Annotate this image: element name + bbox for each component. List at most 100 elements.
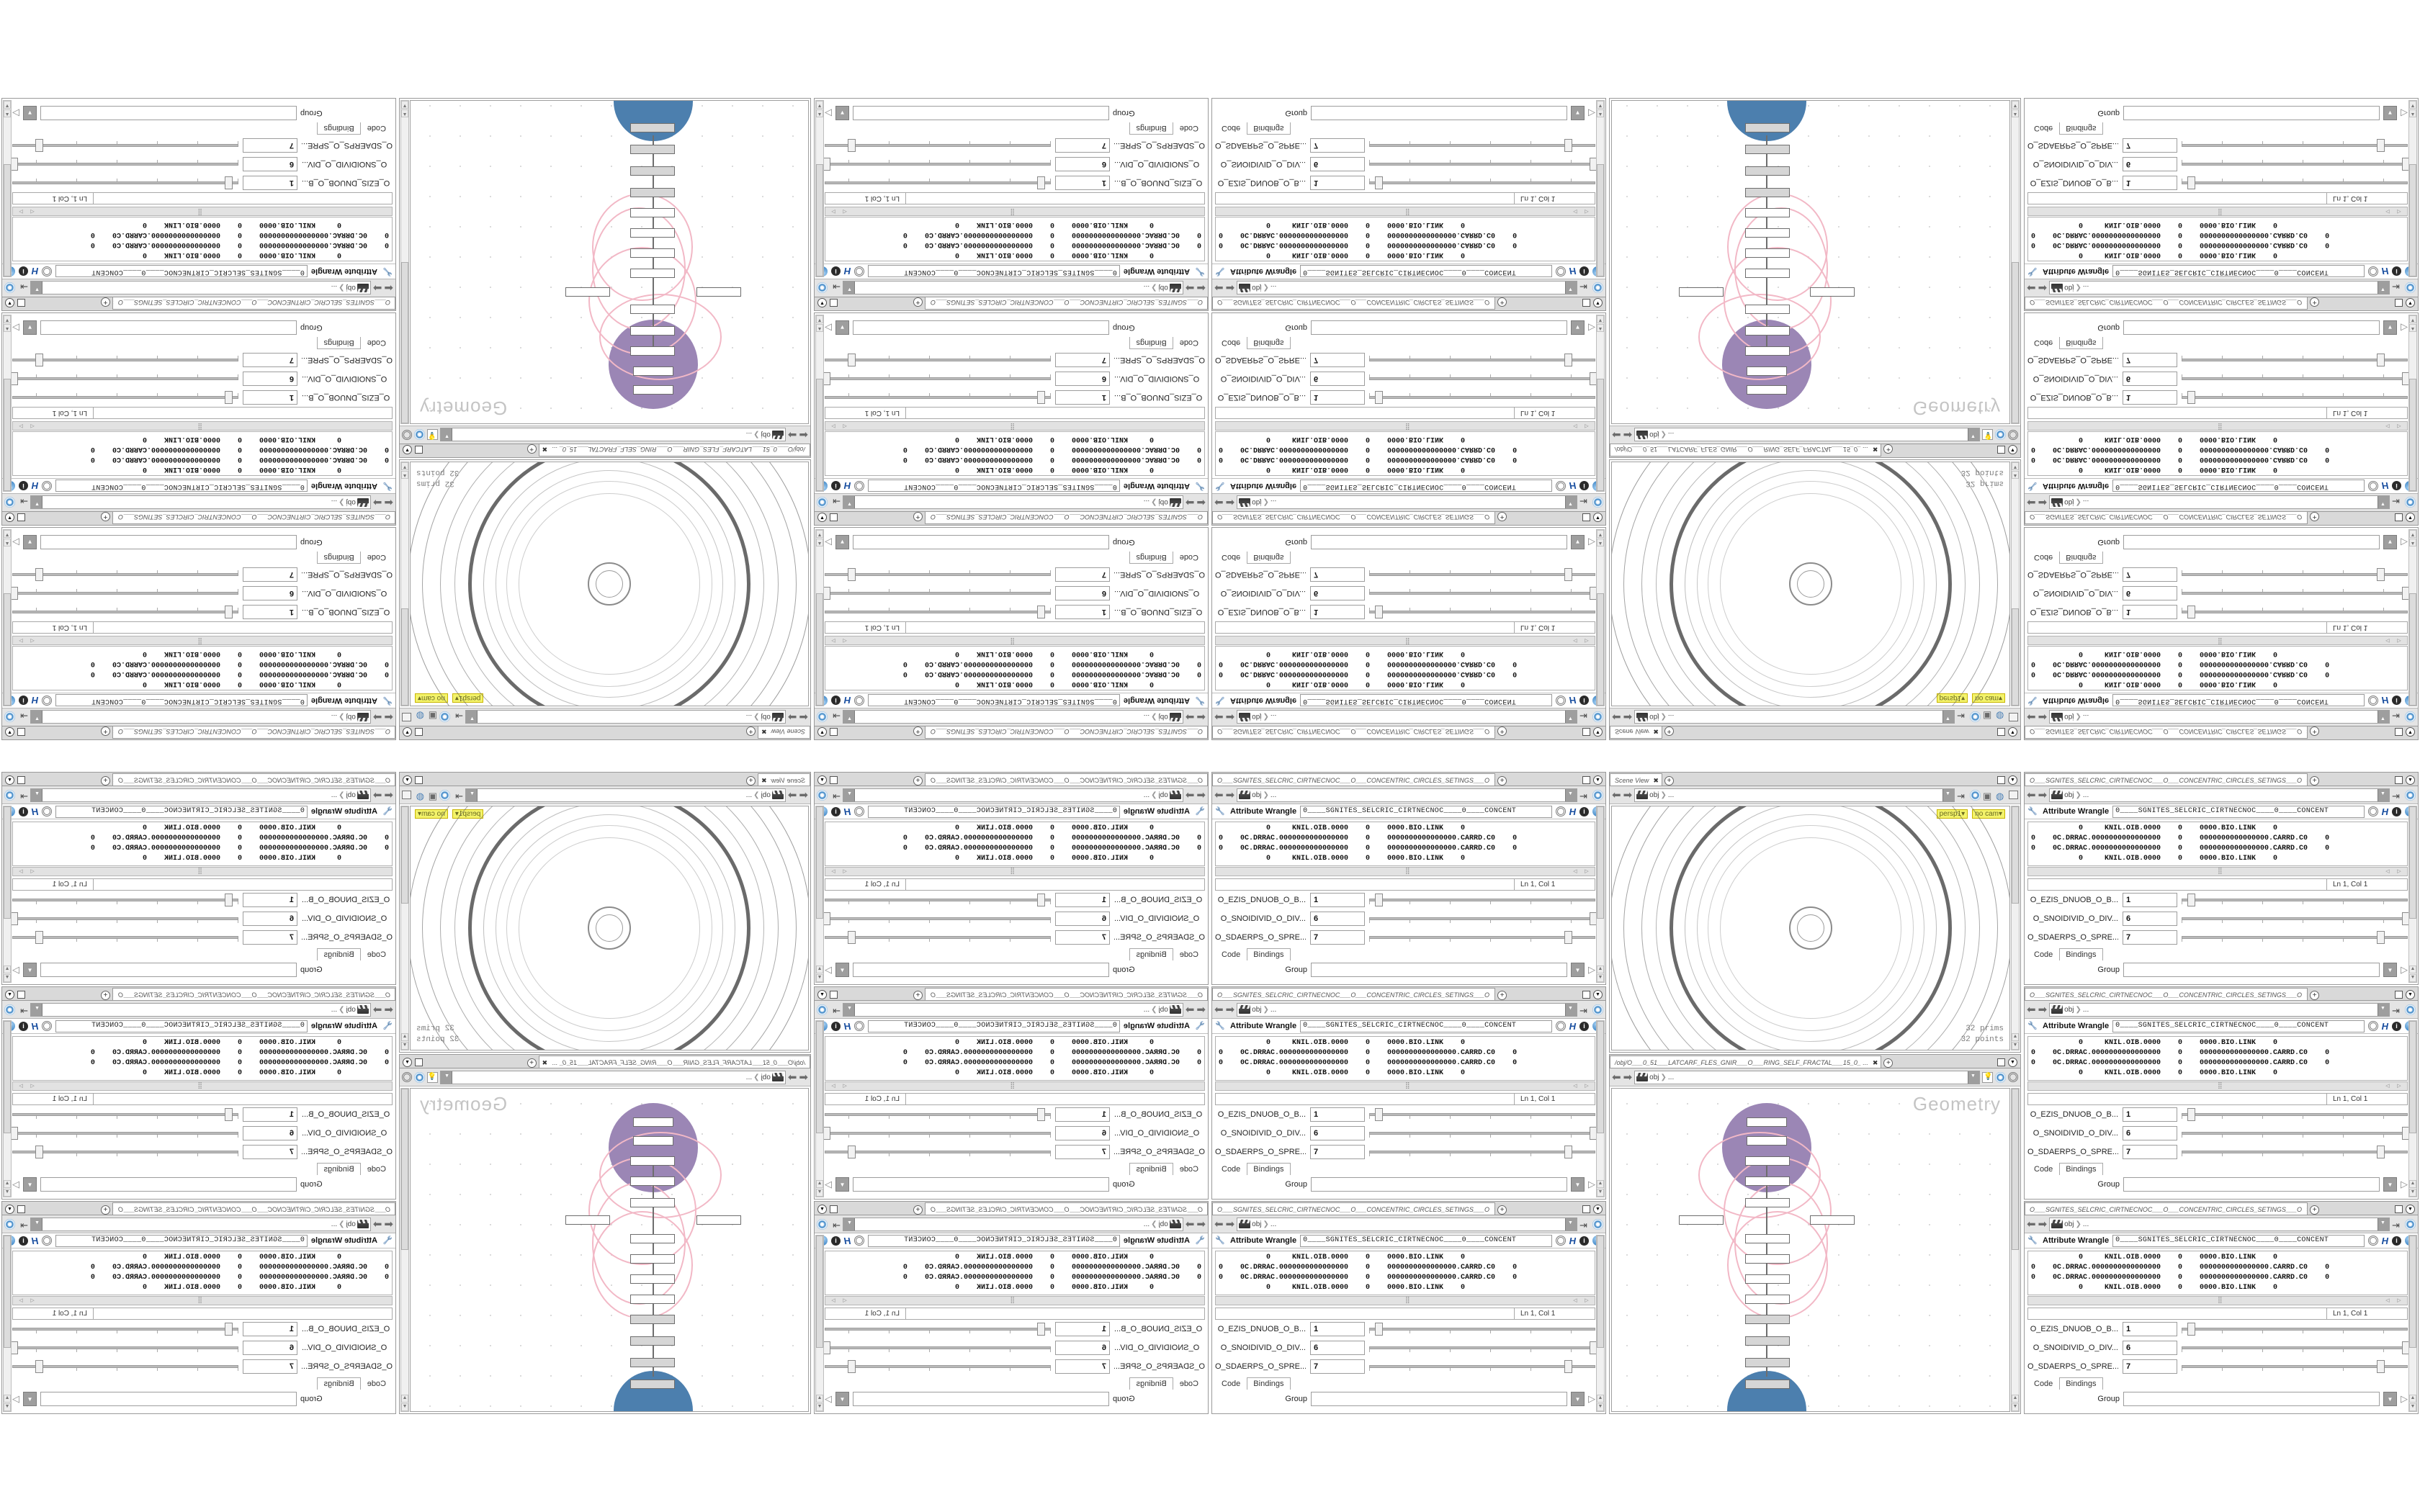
group-picker-icon[interactable]: ▷	[1588, 323, 1595, 334]
code-hscrollbar[interactable]: ◁ ▷	[2027, 1081, 2408, 1091]
parameter-panel-tab[interactable]: O___SGNITES_SELCRIC_CIRTNECNOC___O___CON…	[112, 1202, 395, 1215]
network-node[interactable]	[630, 1234, 675, 1243]
scrollbar-thumb[interactable]	[2012, 262, 2019, 423]
maximize-pane-icon[interactable]	[1582, 513, 1590, 521]
close-icon[interactable]: ✖	[2306, 1206, 2307, 1214]
parameter-slider[interactable]	[2182, 930, 2408, 945]
path-input[interactable]: obj ❯ ...	[2049, 788, 2390, 802]
add-tab-icon[interactable]: +	[2310, 726, 2320, 736]
path-input[interactable]: obj ❯ ...	[30, 710, 371, 724]
slider-knob[interactable]	[1037, 1108, 1046, 1121]
chevron-down-icon[interactable]	[31, 711, 42, 724]
slider-knob[interactable]	[35, 931, 43, 944]
info-icon[interactable]: i	[19, 481, 28, 491]
code-hscrollbar[interactable]: ◁ ▷	[1215, 1296, 1595, 1305]
panel-vscrollbar[interactable]: ▲ ▼	[1596, 806, 1605, 983]
parameter-value-input[interactable]: 7	[1055, 567, 1110, 582]
parameter-value-input[interactable]: 1	[243, 176, 297, 190]
parameter-value-input[interactable]: 1	[1055, 605, 1110, 619]
viewport[interactable]: persp1▾ no cam▾ 32 prims 32 points	[410, 462, 809, 706]
slider-knob[interactable]	[35, 1360, 43, 1373]
close-icon[interactable]: ✖	[761, 776, 767, 784]
add-tab-icon[interactable]: +	[913, 991, 923, 1000]
gear-icon[interactable]	[1555, 266, 1566, 276]
maximize-pane-icon[interactable]	[1997, 728, 2005, 736]
node-name-input[interactable]: 0____SGNITES_SELCRIC_CIRTNECNOC____0____…	[868, 480, 1120, 492]
scrollbar-thumb[interactable]	[4, 1021, 11, 1134]
network-node[interactable]	[1745, 269, 1790, 278]
path-input[interactable]: obj ❯ ...	[1634, 710, 1955, 724]
houdini-help-icon[interactable]: H	[844, 266, 851, 277]
pin-icon[interactable]	[1579, 1004, 1590, 1015]
sync-icon[interactable]	[2405, 282, 2416, 294]
slider-knob[interactable]	[1374, 176, 1383, 189]
pane-menu-icon[interactable]: ▼	[2008, 445, 2017, 454]
scroll-up-icon[interactable]: ▲	[816, 539, 823, 546]
panel-vscrollbar[interactable]: ▲ ▼	[2011, 806, 2020, 1050]
scrollbar-thumb[interactable]	[2409, 163, 2416, 276]
parameter-slider[interactable]	[2182, 176, 2408, 190]
network-node[interactable]	[630, 346, 675, 356]
parameter-panel-tab[interactable]: O___SGNITES_SELCRIC_CIRTNECNOC___O___CON…	[112, 512, 395, 524]
back-arrow-icon[interactable]: ⬅	[1196, 496, 1206, 509]
path-input[interactable]: obj ❯ ...	[2049, 710, 2390, 724]
group-input[interactable]	[853, 535, 1109, 550]
node-name-input[interactable]: 0____SGNITES_SELCRIC_CIRTNECNOC____0____…	[55, 265, 308, 278]
close-icon[interactable]: ✖	[2306, 299, 2308, 307]
pane-menu-icon[interactable]: ▼	[2406, 1205, 2415, 1214]
network-node[interactable]	[633, 366, 673, 376]
maximize-pane-icon[interactable]	[415, 776, 423, 784]
code-hscrollbar[interactable]: ◁ ▷	[1215, 867, 1595, 876]
back-arrow-icon[interactable]: ⬅	[1196, 282, 1206, 294]
chevron-down-icon[interactable]	[31, 496, 42, 509]
chevron-down-icon[interactable]	[2378, 282, 2389, 294]
scroll-left-icon[interactable]: ◁	[1573, 1298, 1577, 1303]
close-icon[interactable]: ✖	[2306, 777, 2307, 785]
parameter-slider[interactable]	[1369, 138, 1595, 153]
info-icon[interactable]: i	[19, 1021, 28, 1031]
parameter-slider[interactable]	[823, 1126, 1051, 1140]
forward-arrow-icon[interactable]: ➡	[1185, 788, 1195, 801]
code-tab-bindings[interactable]: Bindings	[2059, 1377, 2103, 1390]
parameter-slider[interactable]	[2182, 1341, 2410, 1355]
panel-vscrollbar[interactable]: ▲ ▼	[400, 462, 409, 706]
maximize-pane-icon[interactable]	[830, 991, 838, 999]
path-input[interactable]: obj ❯ ...	[1237, 1002, 1577, 1017]
back-arrow-icon[interactable]: ⬅	[1214, 282, 1224, 294]
parameter-value-input[interactable]: 7	[1310, 567, 1365, 582]
scene-view-tab[interactable]: Scene View ✖	[758, 773, 810, 786]
background-icon[interactable]	[402, 713, 411, 721]
houdini-help-icon[interactable]: H	[2381, 695, 2388, 706]
display-cube-icon[interactable]	[1983, 712, 1994, 722]
parameter-value-input[interactable]: 1	[1310, 176, 1365, 190]
group-input[interactable]	[853, 1391, 1109, 1406]
forward-arrow-icon[interactable]: ➡	[1623, 428, 1633, 441]
code-tab-code[interactable]: Code	[1222, 1165, 1241, 1174]
close-icon[interactable]: ✖	[925, 513, 926, 521]
group-input[interactable]	[2123, 535, 2380, 550]
scroll-right-icon[interactable]: ▷	[2397, 1298, 2401, 1303]
chevron-down-icon[interactable]: ▼	[835, 535, 849, 550]
scroll-left-icon[interactable]: ◁	[2385, 1084, 2390, 1089]
pane-menu-icon[interactable]: ▼	[2406, 990, 2415, 999]
scroll-right-icon[interactable]: ▷	[831, 869, 835, 874]
shading-sphere-icon[interactable]	[1996, 790, 2007, 800]
parameter-slider[interactable]	[2182, 372, 2410, 386]
code-tab-bindings[interactable]: Bindings	[2059, 1163, 2103, 1175]
network-node[interactable]	[1745, 1295, 1790, 1304]
houdini-help-icon[interactable]: H	[32, 480, 39, 492]
scrollbar-thumb[interactable]	[4, 593, 11, 706]
chevron-down-icon[interactable]: ▼	[23, 962, 37, 977]
back-arrow-icon[interactable]: ⬅	[2027, 711, 2036, 724]
slider-knob[interactable]	[35, 1146, 43, 1158]
scrollbar-thumb[interactable]	[816, 1236, 823, 1349]
path-input[interactable]: obj ❯ ...	[843, 281, 1183, 295]
gear-icon[interactable]	[2008, 430, 2018, 440]
forward-arrow-icon[interactable]: ➡	[1225, 788, 1235, 801]
scrollbar-thumb[interactable]	[401, 806, 408, 904]
